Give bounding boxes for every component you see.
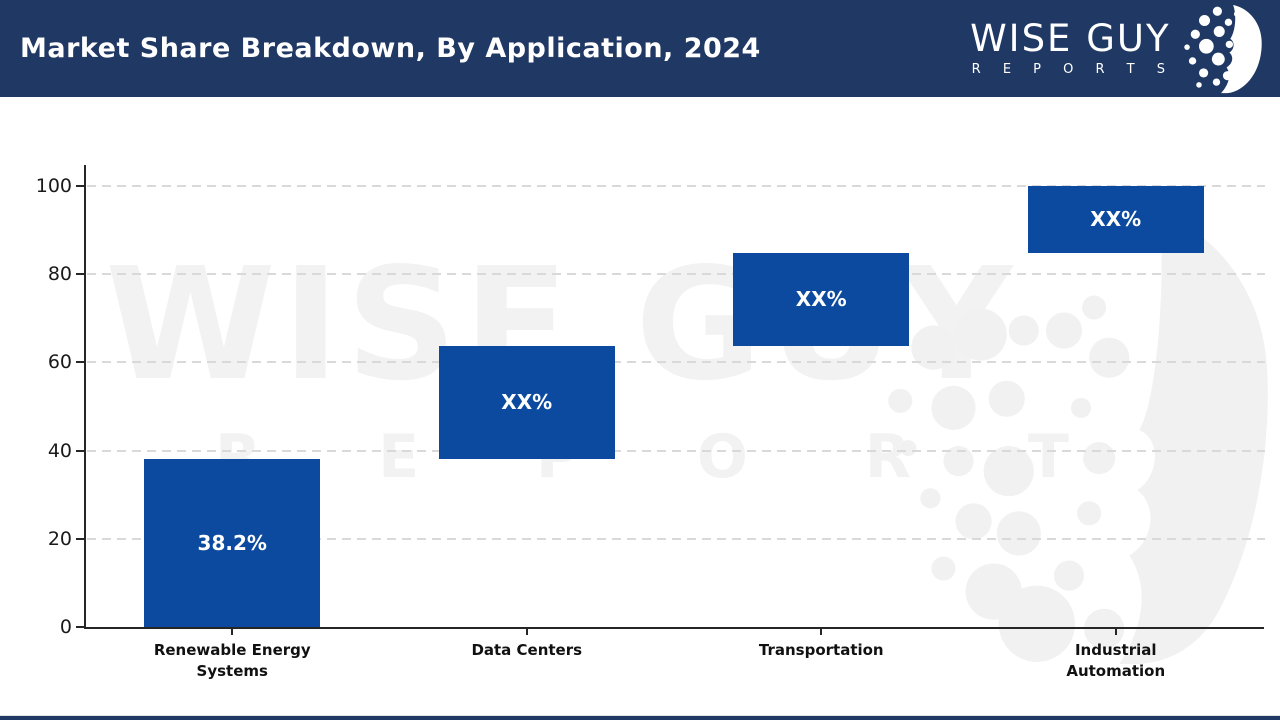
gridline: [87, 449, 1265, 452]
page-title: Market Share Breakdown, By Application, …: [20, 33, 761, 64]
y-tick-mark: [76, 185, 85, 187]
y-tick-mark: [76, 537, 85, 540]
bar-data-centers: XX%: [438, 346, 615, 459]
bar-value-label: XX%: [1090, 207, 1142, 232]
chart-area: WISE GUY R E P O R T S 0 20 40 60 80 100 38.2%…: [0, 97, 1280, 715]
logo-line1: WISE GUY: [970, 17, 1171, 60]
y-tick-label: 80: [47, 263, 72, 286]
x-tick-mark: [1114, 627, 1117, 635]
watermark-face-icon: [888, 214, 1268, 664]
y-tick-mark: [76, 449, 85, 452]
y-tick-mark: [76, 273, 85, 276]
y-tick-label: 20: [47, 527, 72, 550]
bar-value-label: XX%: [795, 287, 847, 312]
y-tick-label: 100: [35, 175, 72, 197]
x-tick-mark: [231, 627, 234, 635]
logo-line2: R E P O R T S: [971, 62, 1174, 77]
y-tick-mark: [76, 626, 85, 628]
x-tick-mark: [525, 627, 528, 635]
logo-wordmark: WISE GUY R E P O R T S: [967, 20, 1174, 77]
gridline: [87, 185, 1265, 187]
y-tick-label: 40: [47, 439, 72, 462]
x-axis-line: [84, 627, 1264, 629]
y-tick-mark: [76, 361, 85, 364]
y-tick-label: 60: [47, 351, 72, 374]
y-axis-line: [84, 165, 86, 629]
footer-accent-bar: [0, 715, 1280, 720]
watermark-text-line2: R E P O R T S: [215, 422, 1277, 492]
header-bar: Market Share Breakdown, By Application, …: [0, 0, 1280, 97]
x-axis-label: Industrial Automation: [1066, 641, 1166, 680]
plot-area: 0 20 40 60 80 100 38.2% Renewable Energy System…: [0, 97, 1280, 715]
x-axis-label: Renewable Energy Systems: [153, 641, 311, 680]
bar-value-label: 38.2%: [197, 530, 267, 555]
wiseguy-logo: WISE GUY R E P O R T S: [967, 3, 1268, 95]
bar-transportation: XX%: [733, 252, 910, 347]
logo-face-icon: [1184, 4, 1262, 93]
x-tick-mark: [820, 627, 823, 635]
gridline: [87, 537, 1265, 540]
y-tick-label: 0: [59, 616, 72, 638]
x-axis-label: Transportation: [758, 641, 884, 659]
gridline: [87, 361, 1265, 364]
bar-renewable-energy-systems: 38.2%: [144, 458, 321, 627]
x-axis-label: Data Centers: [471, 641, 583, 659]
gridline: [87, 273, 1265, 276]
bar-value-label: XX%: [501, 390, 553, 415]
bar-industrial-automation: XX%: [1027, 186, 1204, 253]
